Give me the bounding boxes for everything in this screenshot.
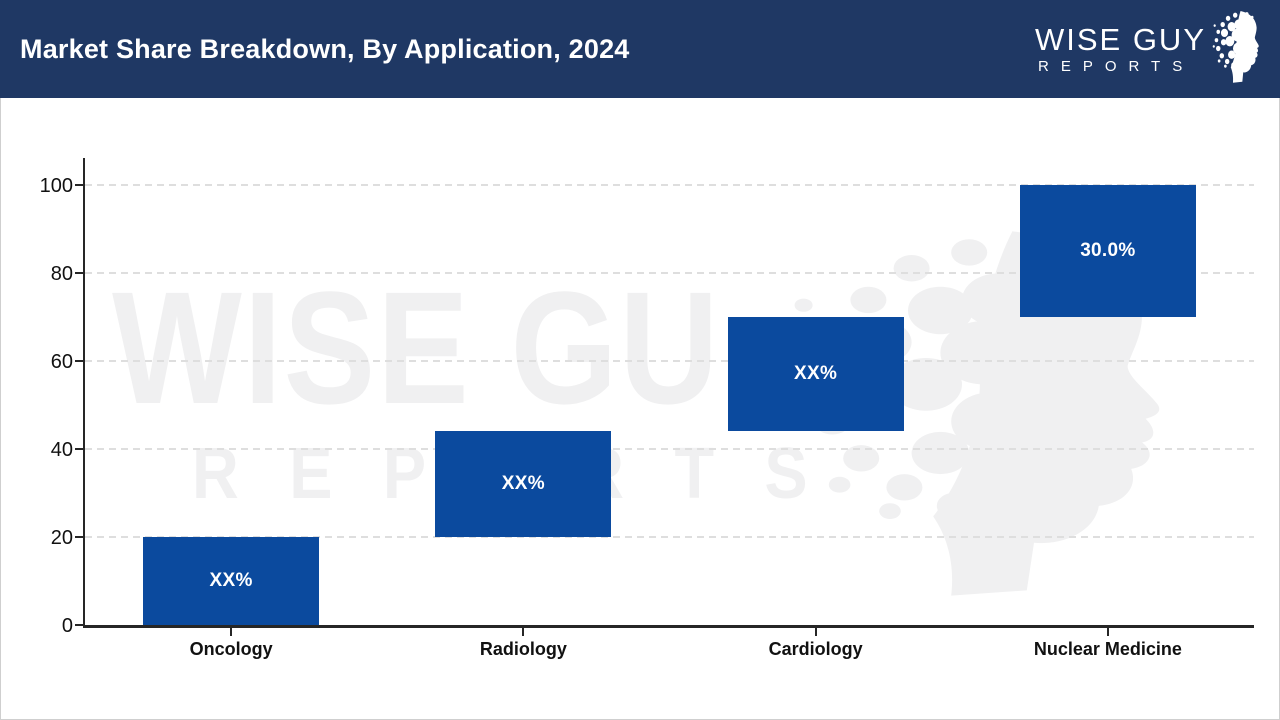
x-tickmark-radiology	[522, 628, 525, 636]
y-tickmark-60	[75, 360, 83, 362]
category-label-oncology: Oncology	[189, 639, 273, 659]
watermark-wordmark: WISE GU	[112, 258, 721, 437]
gridline-60	[85, 360, 1254, 362]
y-tick-label-80: 80	[50, 263, 73, 285]
y-tick-label-0: 0	[61, 615, 73, 637]
y-tickmark-20	[75, 536, 83, 538]
gridline-40	[85, 448, 1254, 450]
bar-value-label-radiology: XX%	[501, 473, 545, 495]
x-tickmark-oncology	[230, 628, 233, 636]
category-label-cardiology: Cardiology	[768, 639, 863, 659]
logo-wordmark: WISE GUY	[1034, 22, 1206, 57]
gridline-80	[85, 272, 1254, 274]
y-tick-label-100: 100	[39, 175, 73, 197]
gridline-20	[85, 536, 1254, 538]
logo-subtitle: REPORTS	[1037, 58, 1195, 75]
bar-value-label-cardiology: XX%	[794, 363, 838, 385]
x-axis	[83, 625, 1254, 628]
bar-value-label-oncology: XX%	[209, 570, 253, 591]
x-tickmark-nuclear-medicine	[1106, 628, 1109, 636]
y-tickmark-100	[75, 184, 83, 186]
bar-radiology: XX%	[435, 431, 612, 537]
y-tickmark-0	[75, 624, 83, 626]
bar-oncology: XX%	[143, 537, 320, 625]
x-tickmark-cardiology	[814, 628, 817, 636]
y-tick-label-40: 40	[50, 439, 73, 461]
category-label-nuclear-medicine: Nuclear Medicine	[1033, 639, 1182, 659]
header-bar: Market Share Breakdown, By Application, …	[0, 0, 1280, 98]
gridline-100	[85, 184, 1254, 186]
y-tick-label-60: 60	[50, 351, 73, 373]
dotted-head-icon	[1212, 10, 1270, 88]
page-title: Market Share Breakdown, By Application, …	[20, 33, 630, 64]
bar-value-label-nuclear-medicine: 30.0%	[1080, 240, 1136, 261]
bar-nuclear-medicine: 30.0%	[1019, 185, 1196, 317]
y-axis	[83, 158, 85, 627]
category-label-radiology: Radiology	[479, 639, 567, 659]
wise-guy-logo: WISE GUY REPORTS	[1035, 10, 1270, 88]
y-tick-label-20: 20	[50, 527, 73, 549]
y-tickmark-40	[75, 448, 83, 450]
logo-text: WISE GUY REPORTS	[1035, 24, 1206, 74]
y-tickmark-80	[75, 272, 83, 274]
bar-cardiology: XX%	[727, 317, 904, 432]
